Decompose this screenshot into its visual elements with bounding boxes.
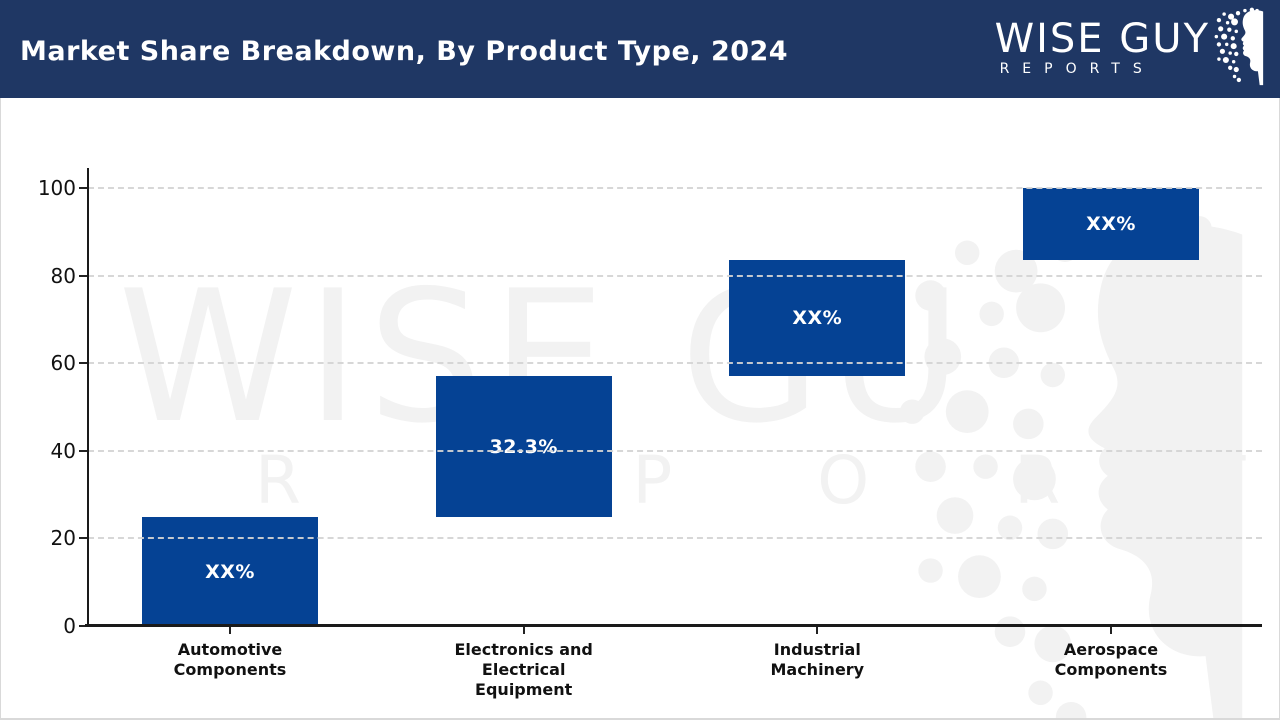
y-axis-tick-mark [79,625,87,627]
x-axis-tick-mark [1110,627,1112,634]
bar-segment: XX% [1023,188,1199,261]
bar-segment: XX% [142,517,318,626]
bar-segment: XX% [729,260,906,376]
y-axis-tick-mark [79,274,87,277]
y-axis-tick-label: 100 [37,176,76,200]
header-bar: Market Share Breakdown, By Product Type,… [0,0,1280,98]
y-axis-tick-mark [79,362,87,365]
gridline [88,362,1262,365]
logo-head-icon [1214,7,1264,86]
logo-reports-text: REPORTS [999,61,1155,77]
gridline [88,449,1262,452]
gridline [88,187,1262,189]
y-axis-tick-label: 40 [50,438,76,463]
x-axis-category-label: Electronics and Electrical Equipment [454,640,593,699]
bar-value-label: 32.3% [489,435,558,458]
x-axis-tick-mark [522,627,525,634]
x-axis-tick-mark [229,627,231,634]
y-axis-tick-label: 20 [50,526,76,551]
gridline [88,274,1262,277]
gridline [88,537,1262,540]
y-axis-tick-mark [79,449,87,452]
y-axis-line [87,168,89,626]
y-axis-tick-label: 80 [50,263,76,288]
bar-value-label: XX% [792,307,843,330]
x-axis-category-label: Aerospace Components [1054,640,1168,679]
y-axis-tick-label: 60 [50,351,76,376]
bar-value-label: XX% [1086,213,1136,236]
brand-logo: WISE GUY REPORTS [995,6,1264,88]
bar-value-label: XX% [205,560,255,583]
x-axis-category-label: Industrial Machinery [770,640,865,679]
x-axis-line [85,624,1262,627]
y-axis-tick-mark [79,537,87,540]
x-axis-category-label: Automotive Components [173,640,287,679]
x-axis-tick-mark [816,627,819,634]
logo-wiseguy-text: WISE GUY [994,16,1210,62]
y-axis-tick-label: 0 [63,614,76,638]
chart-title: Market Share Breakdown, By Product Type,… [20,36,789,67]
y-axis-tick-mark [79,187,87,189]
bar-segment: 32.3% [435,375,612,518]
